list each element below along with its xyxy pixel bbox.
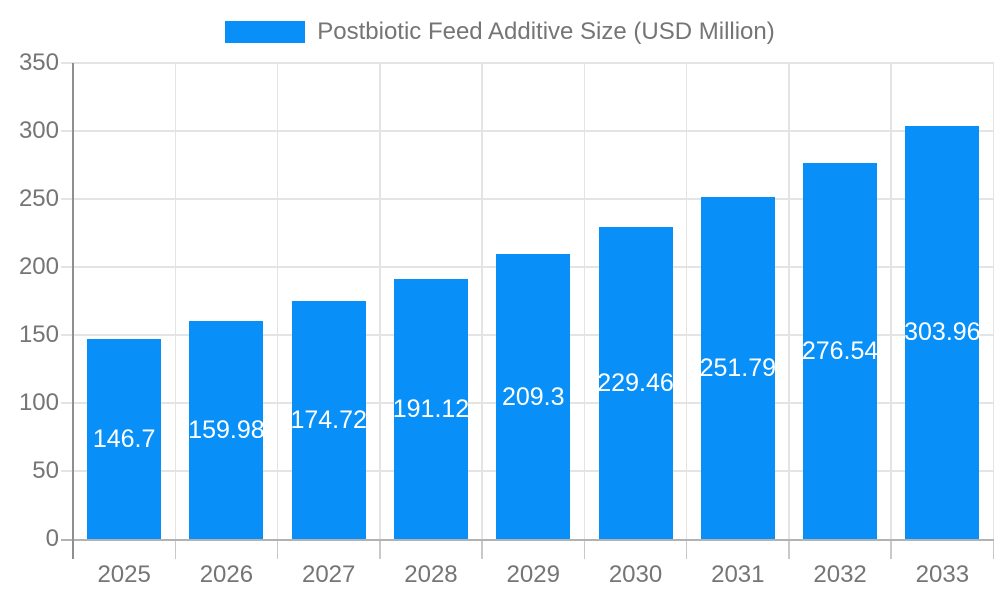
bar-value-label: 276.54 [801, 336, 879, 365]
x-axis-tick [481, 541, 483, 559]
x-axis-tick-label: 2027 [301, 561, 356, 588]
y-axis-tick-label: 150 [18, 321, 59, 348]
x-axis-tick [174, 541, 177, 559]
y-gridline [61, 198, 994, 200]
bar-value-label: 159.98 [188, 416, 265, 445]
bar-2026[interactable] [189, 321, 264, 539]
y-axis-tick-label: 100 [18, 389, 59, 416]
x-gridline [481, 63, 483, 539]
bar-2032[interactable] [803, 162, 878, 539]
bar-value-label: 251.79 [699, 353, 777, 382]
x-axis-tick [890, 541, 892, 559]
y-gridline [61, 62, 994, 64]
x-axis-tick-label: 2031 [711, 561, 765, 588]
y-axis-line [72, 63, 74, 559]
bar-2029[interactable] [496, 254, 571, 539]
legend[interactable]: Postbiotic Feed Additive Size (USD Milli… [0, 18, 1000, 45]
x-axis-tick-label: 2030 [608, 561, 663, 588]
x-axis-tick [379, 541, 381, 559]
bar-2027[interactable] [291, 301, 366, 539]
y-axis-tick-label: 250 [18, 185, 59, 212]
x-gridline [174, 63, 177, 539]
x-axis-tick [685, 541, 688, 559]
y-axis-tick-label: 200 [18, 253, 59, 280]
bar-value-label: 303.96 [904, 318, 981, 347]
bar-value-label: 209.3 [501, 382, 565, 411]
y-gridline [61, 130, 994, 132]
x-axis-tick [788, 541, 790, 559]
x-axis-tick-label: 2033 [915, 561, 970, 588]
bar-2030[interactable] [598, 226, 673, 539]
bar-value-label: 146.7 [92, 425, 156, 454]
bar-2025[interactable] [87, 339, 162, 539]
legend-swatch [225, 21, 306, 43]
x-axis-tick [276, 541, 279, 559]
bar-2028[interactable] [393, 279, 468, 539]
x-axis-tick [992, 541, 995, 559]
x-gridline [276, 63, 279, 539]
bar-2031[interactable] [700, 196, 775, 539]
x-gridline [583, 63, 586, 539]
bar-value-label: 191.12 [392, 395, 470, 424]
y-axis-tick-label: 50 [32, 457, 59, 484]
x-axis-tick-label: 2029 [506, 561, 560, 588]
legend-label: Postbiotic Feed Additive Size (USD Milli… [317, 18, 775, 45]
x-axis-tick-label: 2028 [404, 561, 458, 588]
bar-value-label: 174.72 [290, 406, 367, 435]
bar-value-label: 229.46 [597, 368, 674, 397]
bar-2033[interactable] [905, 125, 980, 539]
y-axis-tick-label: 300 [18, 117, 59, 144]
y-axis-tick-label: 350 [18, 49, 59, 76]
x-gridline [992, 63, 995, 539]
x-axis-tick-label: 2025 [97, 561, 151, 588]
x-axis-tick [583, 541, 586, 559]
x-axis-tick-label: 2032 [813, 561, 867, 588]
y-axis-tick-label: 0 [45, 525, 59, 552]
x-gridline [379, 63, 381, 539]
x-gridline [685, 63, 688, 539]
x-gridline [890, 63, 892, 539]
x-axis-tick-label: 2026 [199, 561, 254, 588]
x-axis-line [61, 539, 994, 541]
x-gridline [788, 63, 790, 539]
